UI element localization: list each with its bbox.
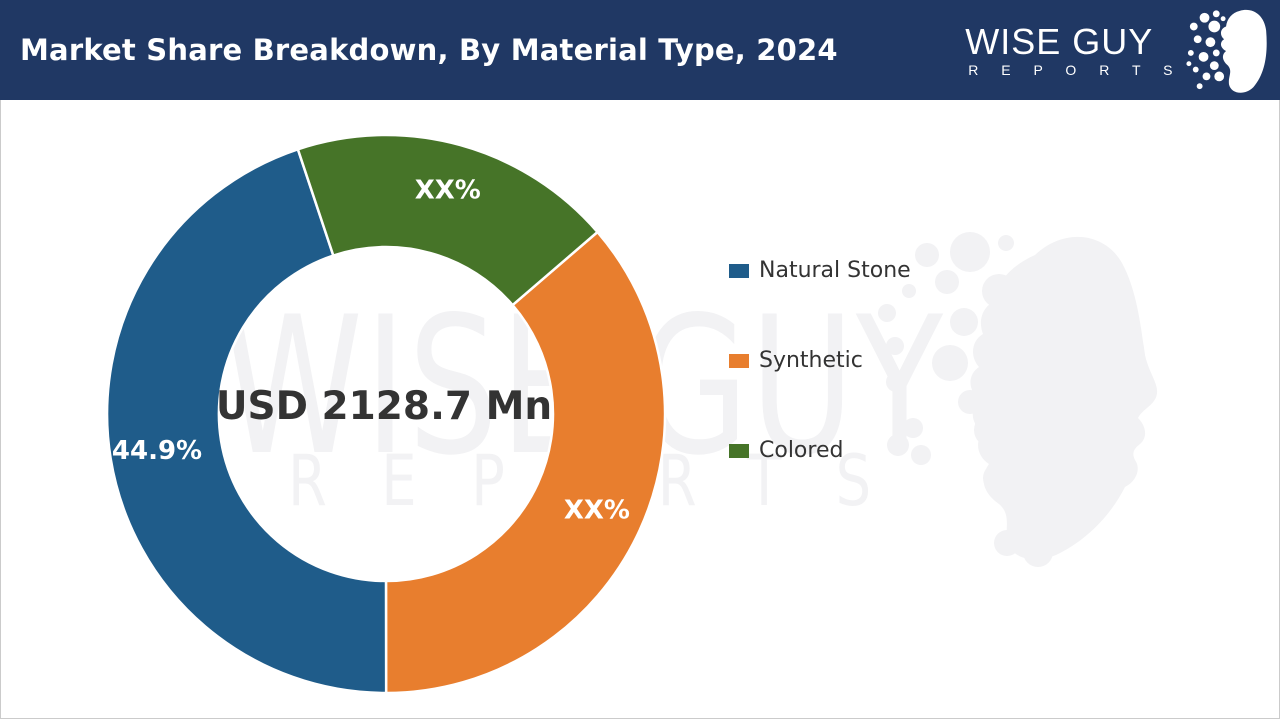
legend-swatch-natural-stone	[729, 264, 749, 278]
chart-legend: Natural Stone Synthetic Colored	[729, 256, 911, 526]
donut-slice-natural-stone	[105, 148, 388, 695]
logo-wordmark-line1: WISE GUY	[965, 20, 1154, 62]
slice-value-label: XX%	[415, 175, 481, 205]
legend-swatch-synthetic	[729, 354, 749, 368]
legend-label: Natural Stone	[759, 258, 911, 283]
page-title: Market Share Breakdown, By Material Type…	[20, 33, 838, 67]
logo: WISE GUY R E P O R T S	[965, 4, 1272, 96]
legend-swatch-colored	[729, 444, 749, 458]
logo-wordmark-line2: R E P O R T S	[968, 61, 1182, 78]
legend-label: Colored	[759, 438, 844, 463]
chart-center-value: USD 2128.7 Mn	[215, 384, 553, 429]
watermark-face-icon	[878, 232, 1158, 567]
legend-item-synthetic: Synthetic	[729, 346, 911, 376]
donut-slice-synthetic	[384, 230, 667, 695]
slice-value-label: 44.9%	[112, 436, 202, 466]
legend-item-natural-stone: Natural Stone	[729, 256, 911, 286]
logo-face-icon	[1186, 9, 1267, 93]
legend-label: Synthetic	[759, 348, 863, 373]
header-bar: Market Share Breakdown, By Material Type…	[0, 0, 1280, 100]
donut-slice-colored	[296, 133, 599, 307]
logo-wordmark: WISE GUY R E P O R T S	[965, 20, 1182, 78]
legend-item-colored: Colored	[729, 436, 911, 466]
slice-value-label: XX%	[564, 496, 630, 526]
